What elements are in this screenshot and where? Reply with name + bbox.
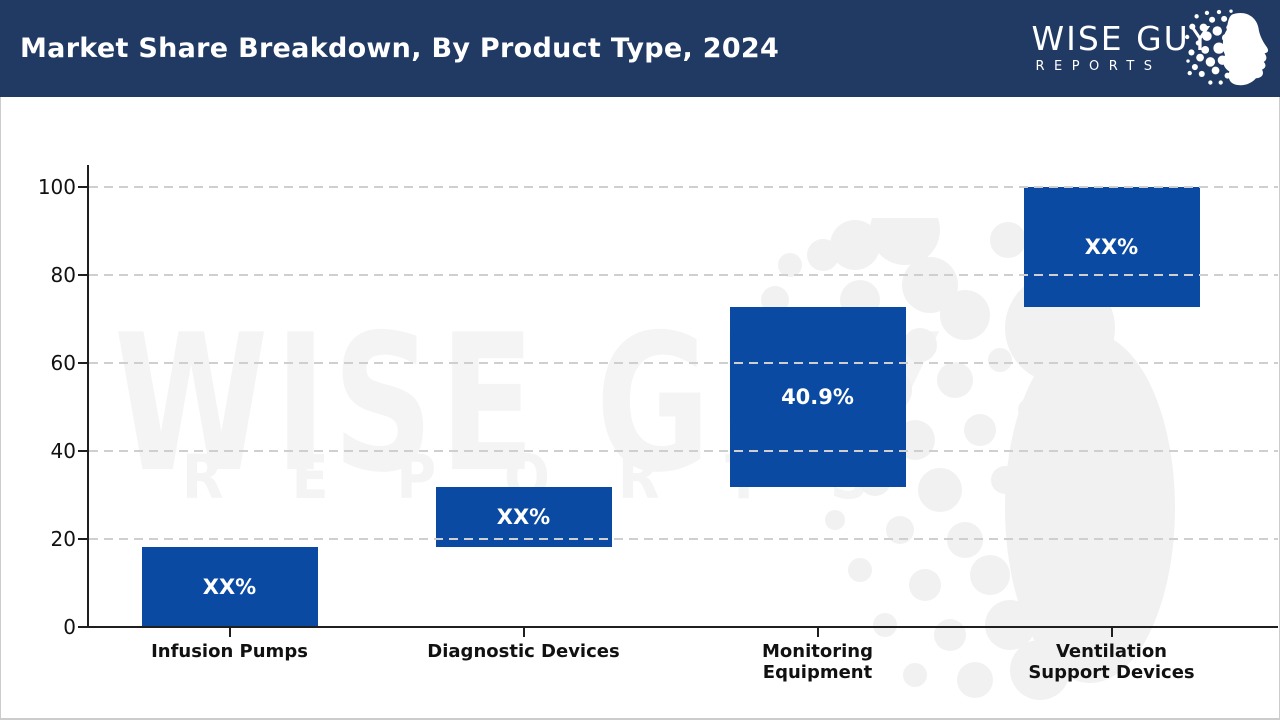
y-tick-mark <box>78 274 87 276</box>
gridline <box>89 362 1278 364</box>
y-tick-mark <box>78 626 87 628</box>
gridline <box>89 274 1278 276</box>
y-tick-label: 60 <box>50 351 76 375</box>
bar-segment <box>729 307 906 488</box>
x-category-label: Infusion Pumps <box>151 641 308 662</box>
y-tick-mark <box>78 538 87 540</box>
gridline <box>89 186 1278 188</box>
y-tick-mark <box>78 362 87 364</box>
x-category-label: Ventilation Support Devices <box>1028 641 1195 683</box>
bar-segment <box>1023 187 1200 308</box>
y-tick-label: 100 <box>37 175 76 199</box>
x-tick-mark <box>1110 628 1113 637</box>
x-tick-mark <box>816 628 819 637</box>
bar-segment <box>435 487 612 547</box>
y-tick-mark <box>78 450 87 452</box>
gridline <box>89 538 1278 540</box>
frame-border-left <box>0 97 1 720</box>
logo-head-icon <box>1185 9 1268 86</box>
wise-guy-logo: WISE GUY REPORTS <box>1031 6 1268 92</box>
bar-value-label: XX% <box>496 505 551 529</box>
y-tick-label: 20 <box>50 527 76 551</box>
y-axis-line <box>87 165 89 628</box>
logo-brand-subtitle: REPORTS <box>1035 59 1162 74</box>
x-tick-mark <box>228 628 231 637</box>
bar-value-label: XX% <box>202 574 257 599</box>
header-bar: Market Share Breakdown, By Product Type,… <box>0 0 1280 97</box>
chart-title: Market Share Breakdown, By Product Type,… <box>20 33 780 64</box>
gridline <box>89 450 1278 452</box>
y-tick-label: 40 <box>50 439 76 463</box>
logo-brand-name: WISE GUY <box>1031 19 1212 58</box>
bar-value-label: 40.9% <box>781 385 854 410</box>
x-tick-mark <box>522 628 525 637</box>
x-category-label: Diagnostic Devices <box>427 641 620 662</box>
bar-value-label: XX% <box>1084 235 1139 260</box>
y-tick-label: 0 <box>63 615 76 639</box>
y-tick-label: 80 <box>50 263 76 287</box>
x-category-label: Monitoring Equipment <box>762 641 873 683</box>
bar-segment <box>141 546 318 627</box>
x-axis-line <box>87 626 1278 628</box>
frame-border-bottom <box>0 718 1280 720</box>
logo-text: WISE GUY REPORTS <box>1031 19 1212 75</box>
y-tick-mark <box>78 186 87 188</box>
